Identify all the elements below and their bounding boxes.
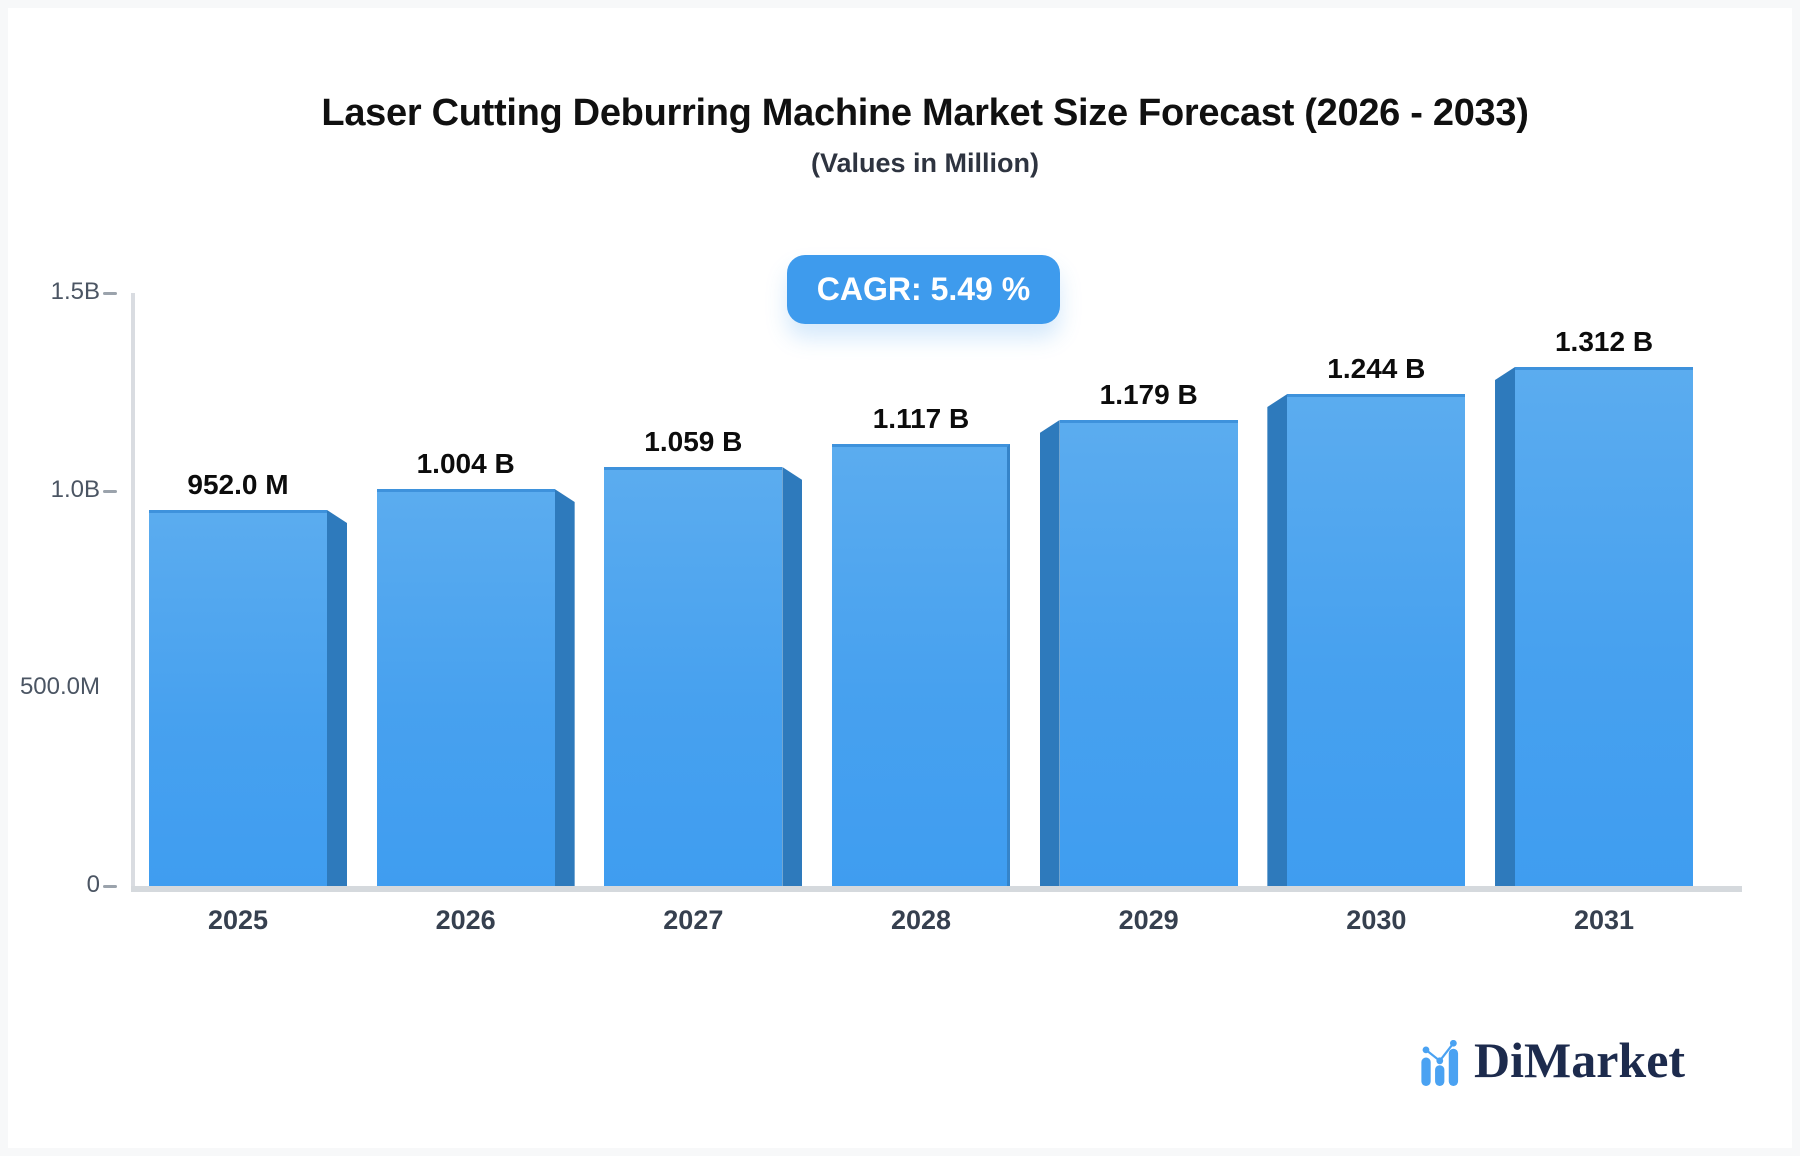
bar-face-2025 xyxy=(149,510,327,886)
y-tick-label: 1.0B xyxy=(50,475,100,503)
cagr-badge: CAGR: 5.49 % xyxy=(787,255,1060,324)
x-axis-line xyxy=(131,886,1742,892)
y-tick-dash xyxy=(103,885,117,888)
y-tick-dash xyxy=(103,489,117,493)
bar-face-2029 xyxy=(1059,420,1238,886)
x-category-label: 2029 xyxy=(1118,905,1179,935)
bar-face-2028 xyxy=(832,444,1010,886)
bar-value-label: 1.117 B xyxy=(872,403,970,434)
x-category-label: 2025 xyxy=(207,905,269,935)
bar-value-label: 1.244 B xyxy=(1327,353,1426,384)
x-category-label: 2026 xyxy=(435,905,496,935)
plot-area: 952.0 M 2025 1.004 B 2026 1.059 B 2027 1.117 B… xyxy=(131,293,1742,935)
bar-side-2031 xyxy=(1495,367,1516,886)
bar-side-2029 xyxy=(1039,420,1060,886)
bar-side-2026 xyxy=(554,489,575,886)
bar-side-2027 xyxy=(782,467,803,886)
bar-value-label: 1.059 B xyxy=(644,426,743,457)
brand-logo: DiMarket xyxy=(1420,1034,1685,1086)
bar-face-2027 xyxy=(604,467,783,886)
bar-side-2030 xyxy=(1267,394,1288,886)
bar-value-label: 1.312 B xyxy=(1554,326,1654,357)
y-tick-label: 0 xyxy=(86,871,100,898)
x-category-label: 2031 xyxy=(1573,905,1635,935)
bar-value-label: 1.004 B xyxy=(416,448,515,479)
y-axis-line xyxy=(131,293,135,890)
chart-title: Laser Cutting Deburring Machine Market S… xyxy=(321,92,1529,134)
bar-face-2031 xyxy=(1515,367,1694,886)
x-category-label: 2030 xyxy=(1346,905,1407,935)
x-category-label: 2028 xyxy=(890,905,952,935)
bar-side-2025 xyxy=(327,510,347,886)
bar-face-2026 xyxy=(376,489,555,886)
bar-chart-logo-icon xyxy=(1421,1040,1459,1086)
bar-face-2030 xyxy=(1287,394,1466,886)
y-tick-dash xyxy=(103,292,117,295)
bar-value-label: 1.179 B xyxy=(1099,379,1198,410)
chart-subtitle: (Values in Million) xyxy=(810,148,1040,178)
y-tick-label: 500.0M xyxy=(19,673,100,701)
x-category-label: 2027 xyxy=(663,905,724,935)
y-tick-label: 1.5B xyxy=(50,278,100,305)
logo-text: DiMarket xyxy=(1474,1032,1686,1088)
bar-value-label: 952.0 M xyxy=(187,469,289,500)
